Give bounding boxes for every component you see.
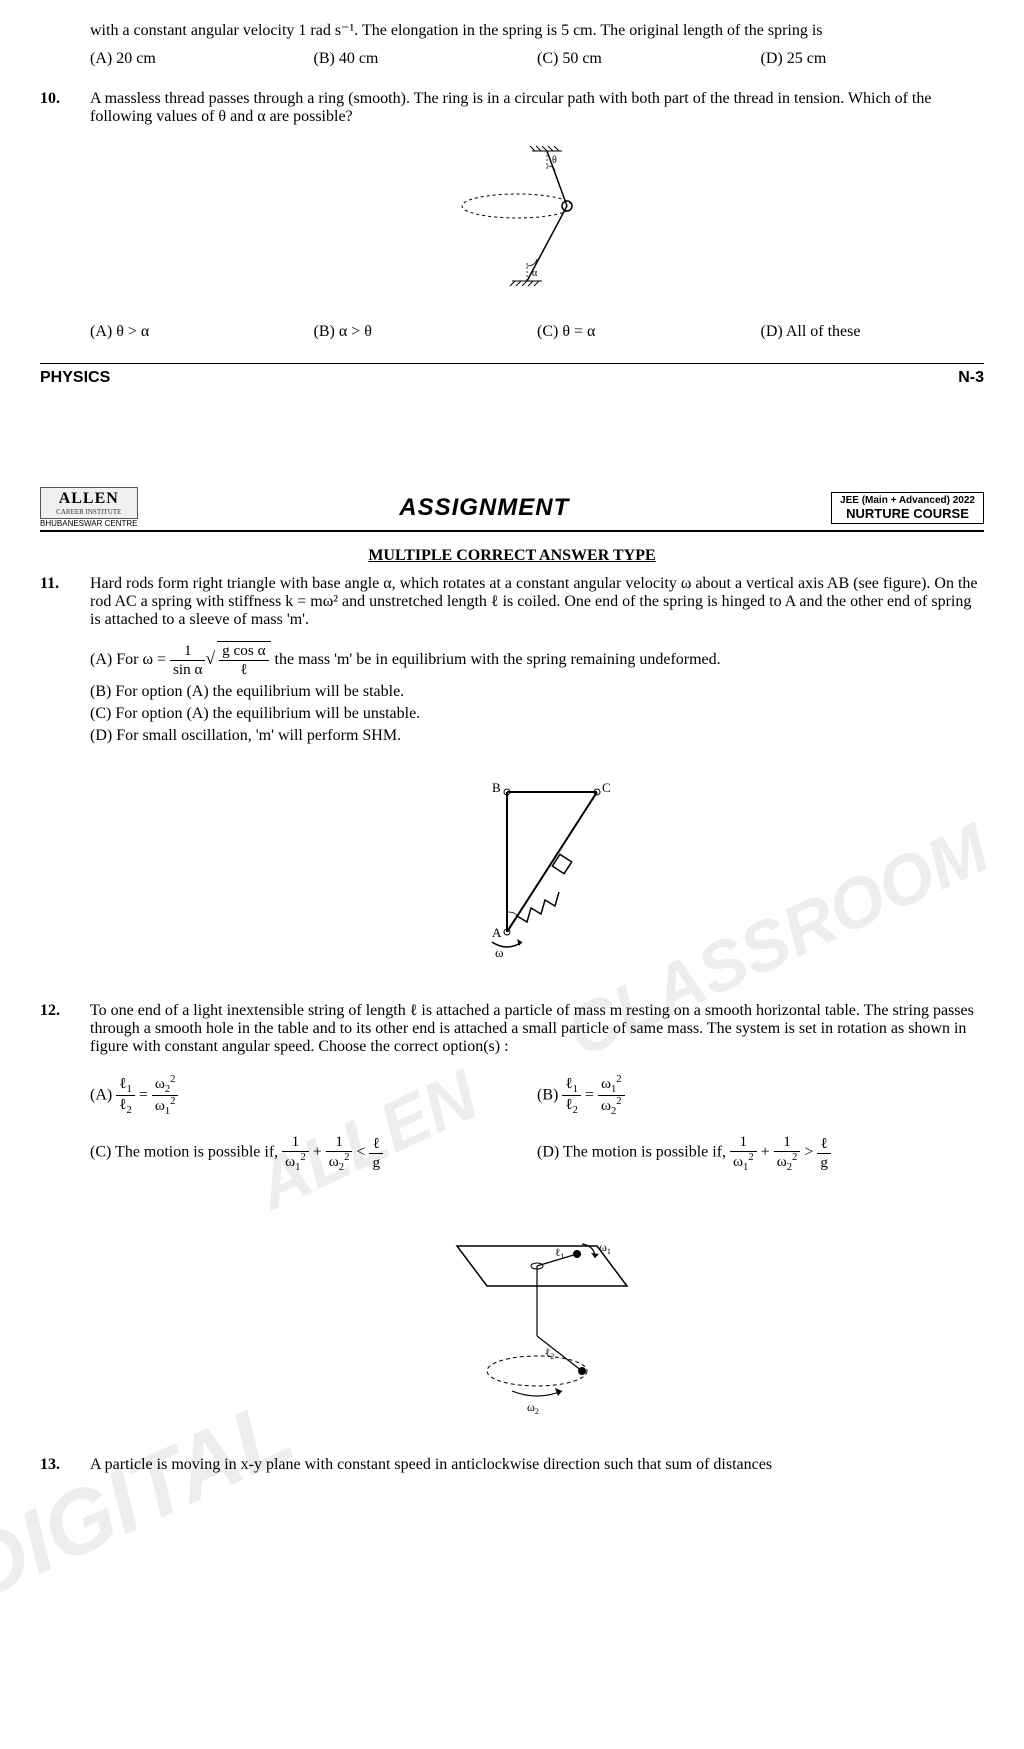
q10-diagram: θ (90, 141, 984, 306)
svg-text:α: α (532, 268, 538, 279)
q9-text: with a constant angular velocity 1 rad s… (90, 22, 823, 39)
q11-opt-b: (B) For option (A) the equilibrium will … (90, 681, 984, 703)
q11-text: Hard rods form right triangle with base … (90, 575, 978, 628)
svg-text:B: B (492, 780, 501, 795)
q10-opt-d: (D) All of these (761, 321, 985, 343)
course-box: JEE (Main + Advanced) 2022 NURTURE COURS… (831, 492, 984, 524)
q9-opt-b: (B) 40 cm (314, 48, 538, 70)
question-10: 10. A massless thread passes through a r… (40, 90, 984, 343)
q12-opt-d: (D) The motion is possible if, 1ω12 + 1ω… (537, 1125, 984, 1181)
q10-opt-a: (A) θ > α (90, 321, 314, 343)
q11-opt-c: (C) For option (A) the equilibrium will … (90, 703, 984, 725)
svg-text:θ: θ (552, 155, 557, 166)
q12-opt-c: (C) The motion is possible if, 1ω12 + 1ω… (90, 1125, 537, 1181)
page-footer: PHYSICS N-3 (40, 363, 984, 387)
course-top: JEE (Main + Advanced) 2022 (840, 495, 975, 506)
q12-diagram: ω1 ℓ1 ℓ2 ω2 (90, 1196, 984, 1421)
q10-opt-c: (C) θ = α (537, 321, 761, 343)
q9-opt-a: (A) 20 cm (90, 48, 314, 70)
logo-block: ALLEN CAREER INSTITUTE BHUBANESWAR CENTR… (40, 487, 138, 528)
q9-opt-d: (D) 25 cm (761, 48, 985, 70)
q11-number: 11. (40, 575, 90, 593)
course-bottom: NURTURE COURSE (840, 506, 975, 521)
q12-opt-a: (A) ℓ1ℓ2 = ω22ω12 (90, 1066, 537, 1125)
question-11: 11. Hard rods form right triangle with b… (40, 575, 984, 982)
q12-number: 12. (40, 1002, 90, 1020)
q11-opt-a: (A) For ω = 1sin α√g cos αℓ the mass 'm'… (90, 639, 984, 681)
footer-subject: PHYSICS (40, 369, 110, 387)
logo-name: ALLEN (47, 490, 131, 508)
q12-text: To one end of a light inextensible strin… (90, 1002, 974, 1055)
question-13-partial: 13. A particle is moving in x-y plane wi… (40, 1456, 984, 1474)
q13-number: 13. (40, 1456, 90, 1474)
question-12: 12. To one end of a light inextensible s… (40, 1002, 984, 1436)
q10-number: 10. (40, 90, 90, 108)
q10-options: (A) θ > α (B) α > θ (C) θ = α (D) All of… (90, 321, 984, 343)
question-9-partial: with a constant angular velocity 1 rad s… (40, 20, 984, 70)
logo-centre: BHUBANESWAR CENTRE (40, 519, 138, 528)
q11-opt-d: (D) For small oscillation, 'm' will perf… (90, 725, 984, 747)
svg-text:ω2: ω2 (527, 1400, 539, 1416)
svg-text:ℓ1: ℓ1 (555, 1247, 564, 1261)
svg-text:A: A (492, 925, 502, 940)
q10-opt-b: (B) α > θ (314, 321, 538, 343)
svg-text:ω1: ω1 (599, 1240, 611, 1256)
q13-text: A particle is moving in x-y plane with c… (90, 1456, 772, 1473)
q12-opt-b: (B) ℓ1ℓ2 = ω12ω22 (537, 1066, 984, 1125)
svg-text:C: C (602, 780, 611, 795)
q9-opt-c: (C) 50 cm (537, 48, 761, 70)
section-title: MULTIPLE CORRECT ANSWER TYPE (40, 547, 984, 565)
q10-text: A massless thread passes through a ring … (90, 90, 931, 125)
assignment-header: ALLEN CAREER INSTITUTE BHUBANESWAR CENTR… (40, 487, 984, 532)
q9-options: (A) 20 cm (B) 40 cm (C) 50 cm (D) 25 cm (90, 48, 984, 70)
footer-page: N-3 (958, 369, 984, 387)
assignment-title: ASSIGNMENT (399, 494, 569, 522)
svg-text:ω: ω (495, 945, 504, 960)
logo-sub1: CAREER INSTITUTE (47, 508, 131, 516)
q11-diagram: B C A ω (90, 762, 984, 967)
